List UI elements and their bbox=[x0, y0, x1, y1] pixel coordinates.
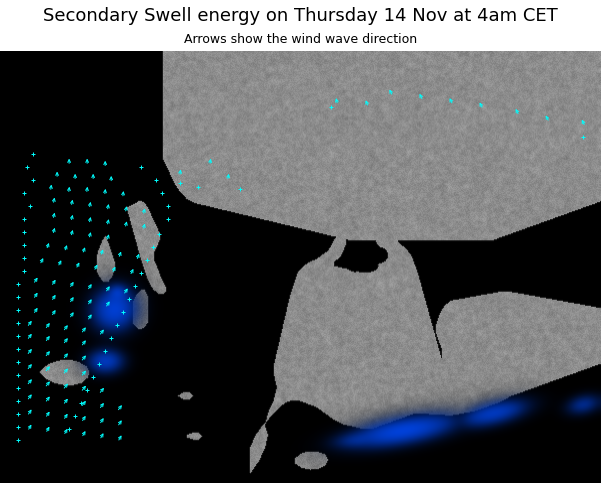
Text: Secondary Swell energy on Thursday 14 Nov at 4am CET: Secondary Swell energy on Thursday 14 No… bbox=[43, 7, 558, 25]
Text: Arrows show the wind wave direction: Arrows show the wind wave direction bbox=[184, 33, 417, 46]
